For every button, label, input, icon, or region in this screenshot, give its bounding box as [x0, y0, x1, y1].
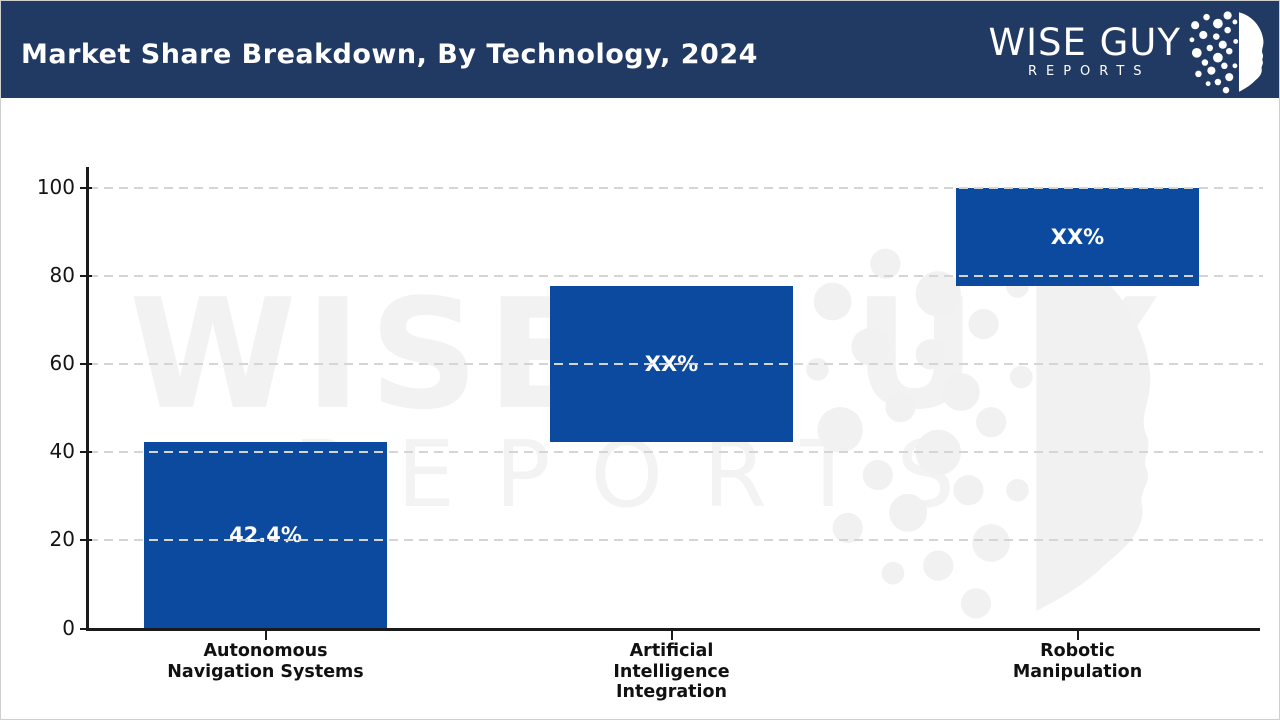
y-tick-label: 100	[36, 175, 75, 199]
wiseguy-logo: WISE GUY REPORTS	[988, 5, 1279, 95]
y-tick-label: 60	[49, 351, 75, 376]
gridline	[89, 451, 1263, 454]
y-tick-mark	[80, 363, 92, 366]
page-title: Market Share Breakdown, By Technology, 2…	[21, 39, 758, 70]
y-tick-mark	[80, 539, 92, 542]
bar-value-label: XX%	[1050, 225, 1105, 250]
x-tick-mark	[1076, 630, 1079, 640]
logo-text: WISE GUY REPORTS	[988, 21, 1181, 80]
y-tick-label: 40	[49, 439, 75, 464]
category-label: Artificial Intelligence Integration	[613, 641, 730, 702]
category-label: Robotic Manipulation	[1012, 641, 1143, 682]
logo-reports-text: REPORTS	[1027, 64, 1151, 79]
gridline	[89, 363, 1263, 366]
y-tick-label: 80	[49, 263, 75, 288]
header-bar: Market Share Breakdown, By Technology, 2…	[1, 1, 1279, 98]
bar: 42.4%	[144, 441, 387, 629]
y-tick-mark	[80, 275, 92, 278]
y-axis-line	[86, 167, 89, 631]
y-tick-mark	[80, 187, 92, 189]
category-label: Autonomous Navigation Systems	[167, 641, 364, 682]
logo-wordmark: WISE GUY	[988, 21, 1181, 64]
x-tick-mark	[670, 630, 673, 640]
gridline	[89, 187, 1263, 189]
gridline	[89, 539, 1263, 542]
x-axis-line	[86, 628, 1260, 631]
bar: XX%	[956, 188, 1199, 287]
y-tick-label: 20	[49, 527, 75, 552]
y-tick-label: 0	[62, 615, 75, 640]
gridline	[89, 275, 1263, 278]
y-tick-mark	[80, 627, 92, 630]
y-tick-mark	[80, 451, 92, 454]
x-tick-mark	[264, 630, 267, 640]
bar-value-label: 42.4%	[229, 523, 302, 548]
